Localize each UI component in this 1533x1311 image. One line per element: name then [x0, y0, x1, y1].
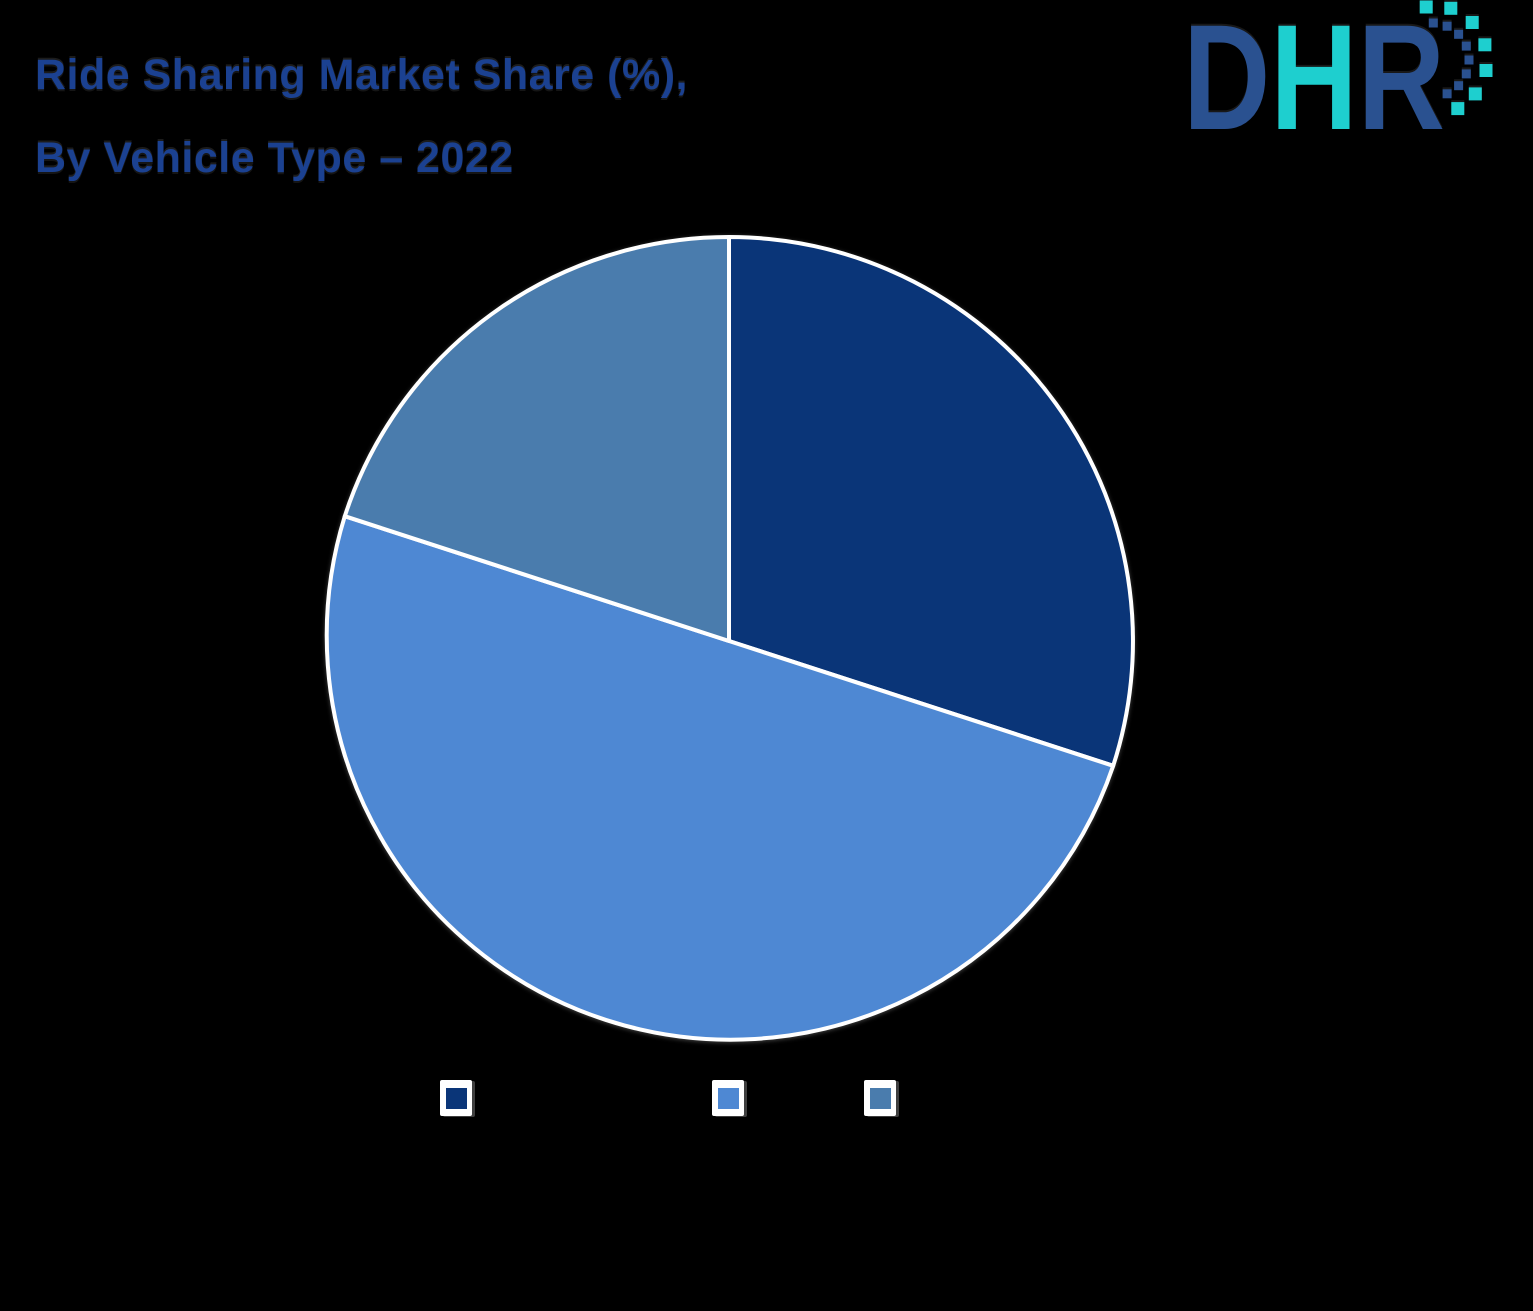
dhr-logo: DHR	[1183, 0, 1493, 150]
legend-swatch-1	[445, 1087, 467, 1109]
logo-letter-h: H	[1270, 0, 1357, 150]
legend-swatch-3	[869, 1087, 891, 1109]
title-line-1: Ride Sharing Market Share (%),	[35, 51, 688, 99]
logo-dots	[1419, 0, 1493, 116]
pie-slice-1	[727, 235, 1135, 768]
legend-swatch-2	[717, 1087, 739, 1109]
chart-title: Ride Sharing Market Share (%), By Vehicl…	[35, 34, 688, 200]
title-line-2: By Vehicle Type – 2022	[35, 134, 514, 182]
legend-item-1	[440, 1080, 472, 1116]
legend	[0, 1080, 1533, 1118]
legend-item-2	[712, 1080, 744, 1116]
pie-chart	[324, 235, 1135, 1042]
logo-letter-d: D	[1183, 0, 1270, 150]
legend-item-3	[864, 1080, 896, 1116]
pie-slice-2	[324, 514, 1116, 1042]
logo-letters: DHR	[1183, 0, 1445, 150]
pie-slice-3	[342, 235, 731, 643]
